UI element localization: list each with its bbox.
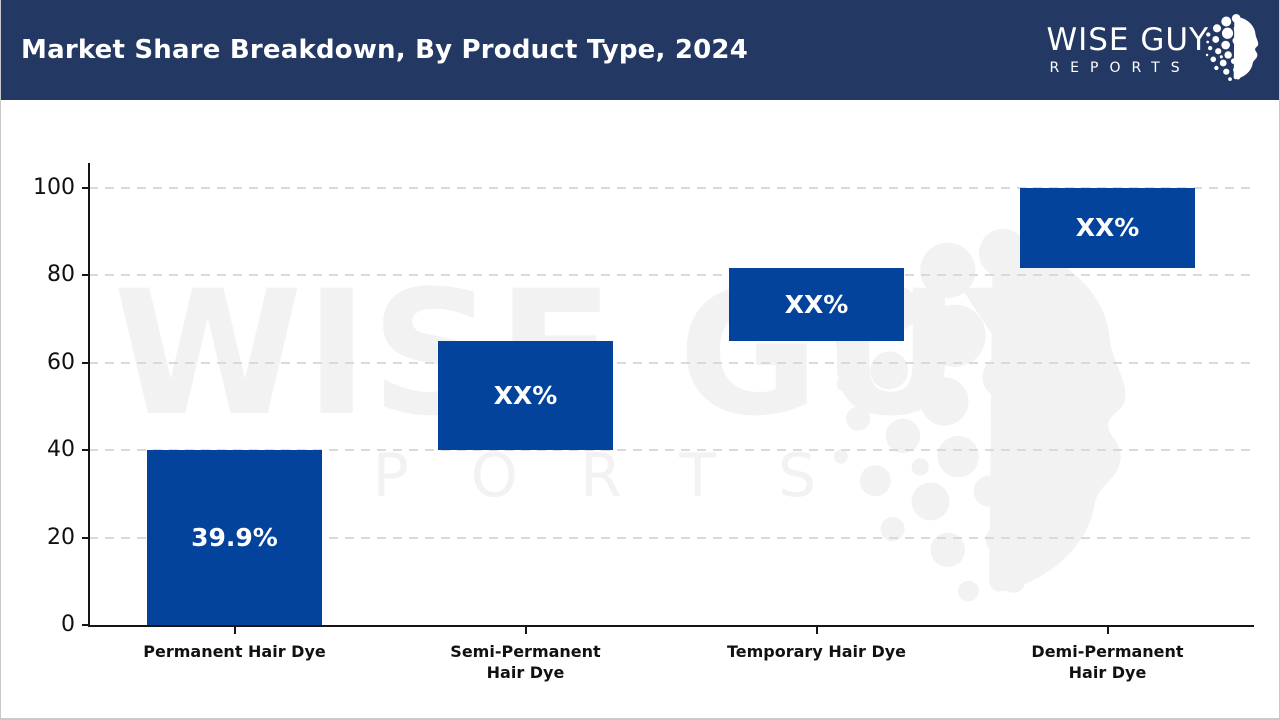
- y-axis-tick: [82, 186, 89, 189]
- x-category-label-line: Hair Dye: [1068, 663, 1147, 682]
- logo-brand-subtitle: REPORTS: [1049, 60, 1191, 76]
- y-tick-label: 0: [61, 612, 75, 637]
- y-tick-label: 20: [47, 524, 75, 550]
- x-category-label: Semi-Permanent Hair Dye: [380, 641, 671, 683]
- y-axis-tick: [82, 536, 89, 539]
- bar-value-label: XX%: [493, 381, 558, 411]
- grid-line: [89, 536, 1253, 539]
- y-tick-label: 100: [33, 174, 75, 200]
- logo-brand-name: WISE GUY: [1046, 22, 1209, 58]
- logo-text: WISE GUY REPORTS: [1046, 22, 1209, 76]
- y-tick-label: 40: [47, 437, 75, 462]
- y-axis-tick: [82, 624, 89, 626]
- y-axis-tick: [82, 274, 89, 276]
- x-category-label-line: Temporary Hair Dye: [726, 642, 907, 661]
- y-axis-line: [88, 163, 90, 626]
- x-category-label-line: Demi-Permanent: [1031, 642, 1184, 661]
- grid-line: [89, 449, 1253, 451]
- bar-segment: XX%: [1020, 187, 1195, 268]
- bar-value-label: XX%: [1075, 213, 1140, 243]
- bar-segment: XX%: [729, 267, 904, 342]
- wise-guy-reports-logo: WISE GUY REPORTS: [1046, 11, 1261, 89]
- y-axis-tick: [82, 361, 89, 364]
- bar-segment: 39.9%: [147, 450, 322, 625]
- y-tick-label: 60: [47, 349, 75, 375]
- y-axis-tick: [82, 449, 89, 451]
- x-category-label-line: Semi-Permanent: [450, 642, 601, 661]
- x-axis-tick: [815, 627, 818, 634]
- chart-title: Market Share Breakdown, By Product Type,…: [21, 35, 748, 65]
- bar-value-label: XX%: [784, 289, 849, 319]
- x-axis-tick: [524, 627, 527, 634]
- grid-line: [89, 274, 1253, 276]
- x-category-label: Permanent Hair Dye: [89, 641, 380, 662]
- x-category-label: Temporary Hair Dye: [671, 641, 962, 662]
- dotted-head-logo-icon: [1205, 14, 1259, 81]
- x-category-label-line: Permanent Hair Dye: [143, 642, 326, 661]
- bar-value-label: 39.9%: [191, 523, 278, 553]
- x-axis-tick: [1106, 627, 1109, 634]
- x-category-label-line: Hair Dye: [486, 663, 565, 682]
- bar-segment: XX%: [438, 341, 613, 451]
- grid-line: [89, 361, 1253, 364]
- x-axis-line: [88, 625, 1254, 627]
- grid-line: [89, 186, 1253, 189]
- header-bar: Market Share Breakdown, By Product Type,…: [1, 0, 1279, 100]
- x-category-label: Demi-Permanent Hair Dye: [962, 641, 1253, 683]
- y-tick-label: 80: [47, 262, 75, 287]
- x-axis-tick: [233, 627, 236, 634]
